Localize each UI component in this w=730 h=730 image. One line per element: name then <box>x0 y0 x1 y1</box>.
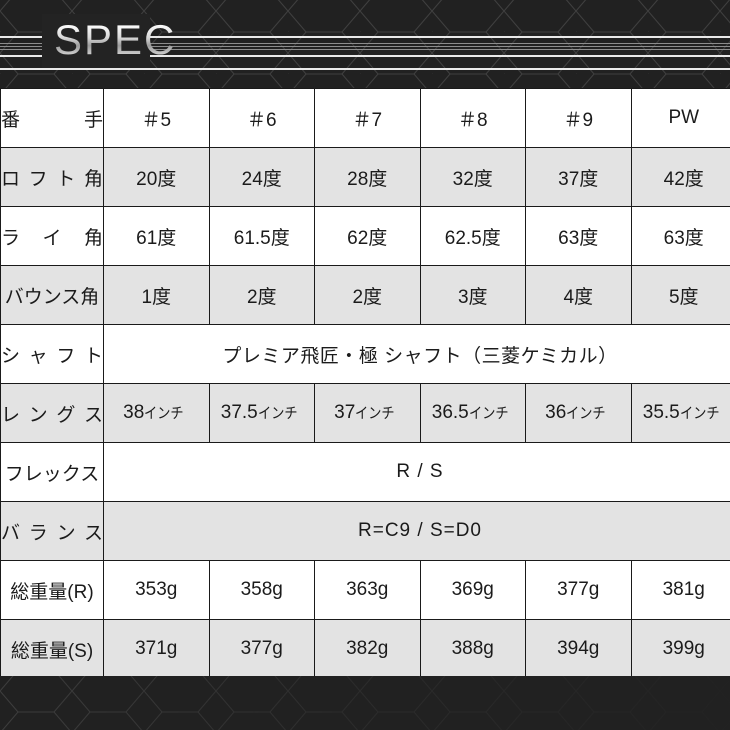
cell-bounce-8: 3度 <box>419 265 526 325</box>
title-rule-6 <box>0 68 730 70</box>
column-header-club-7: ＃7 <box>314 88 421 148</box>
column-header-club-pw: PW <box>630 88 730 148</box>
table-row: シャフト プレミア飛匠・極 シャフト（三菱ケミカル） <box>0 324 730 384</box>
spec-table: 番 手 ＃5 ＃6 ＃7 ＃8 ＃9 PW ロフト角 20度 24度 28度 3… <box>0 88 730 679</box>
cell-length-9: 36インチ <box>525 383 632 443</box>
length-unit: インチ <box>144 405 184 422</box>
length-unit: インチ <box>566 405 606 422</box>
table-row: レングス 38インチ 37.5インチ 37インチ 36.5インチ 36インチ 3… <box>0 383 730 443</box>
cell-loft-pw: 42度 <box>630 147 730 207</box>
spec-title-group: SPEC <box>0 0 730 88</box>
cell-weight-r-9: 377g <box>525 560 632 620</box>
cell-bounce-7: 2度 <box>314 265 421 325</box>
column-header-club-8: ＃8 <box>419 88 526 148</box>
cell-lie-pw: 63度 <box>630 206 730 266</box>
cell-loft-5: 20度 <box>103 147 210 207</box>
cell-length-pw: 35.5インチ <box>630 383 730 443</box>
table-row: ライ角 61度 61.5度 62度 62.5度 63度 63度 <box>0 206 730 266</box>
length-number: 36 <box>545 402 567 423</box>
cell-weight-r-5: 353g <box>103 560 210 620</box>
cell-weight-s-9: 394g <box>525 619 632 679</box>
table-row: バランス R=C9 / S=D0 <box>0 501 730 561</box>
table-header-row: 番 手 ＃5 ＃6 ＃7 ＃8 ＃9 PW <box>0 88 730 148</box>
cell-weight-s-pw: 399g <box>630 619 730 679</box>
row-label-flex: フレックス <box>0 442 104 502</box>
title-rule-5 <box>0 55 730 57</box>
cell-lie-5: 61度 <box>103 206 210 266</box>
cell-bounce-pw: 5度 <box>630 265 730 325</box>
row-label-length: レングス <box>0 383 104 443</box>
title-rule-2 <box>0 43 730 44</box>
cell-shaft-value: プレミア飛匠・極 シャフト（三菱ケミカル） <box>103 324 730 384</box>
length-number: 35.5 <box>642 402 680 423</box>
cell-balance-value: R=C9 / S=D0 <box>103 501 730 561</box>
honeycomb-pattern-bottom <box>0 676 730 730</box>
cell-length-5: 38インチ <box>103 383 210 443</box>
cell-length-8: 36.5インチ <box>419 383 526 443</box>
cell-weight-s-7: 382g <box>314 619 421 679</box>
table-row: ロフト角 20度 24度 28度 32度 37度 42度 <box>0 147 730 207</box>
column-header-club: 番 手 <box>0 88 104 148</box>
footer-band <box>0 676 730 730</box>
cell-weight-r-pw: 381g <box>630 560 730 620</box>
cell-weight-s-6: 377g <box>208 619 315 679</box>
cell-weight-r-7: 363g <box>314 560 421 620</box>
title-rule-3 <box>0 46 730 47</box>
cell-lie-9: 63度 <box>525 206 632 266</box>
cell-lie-6: 61.5度 <box>208 206 315 266</box>
header-band: SPEC <box>0 0 730 88</box>
cell-bounce-6: 2度 <box>208 265 315 325</box>
cell-length-6: 37.5インチ <box>208 383 315 443</box>
cell-lie-8: 62.5度 <box>419 206 526 266</box>
length-number: 38 <box>123 402 145 423</box>
cell-lie-7: 62度 <box>314 206 421 266</box>
cell-bounce-5: 1度 <box>103 265 210 325</box>
page-title: SPEC <box>46 17 184 63</box>
length-unit: インチ <box>257 405 298 422</box>
title-rule-4 <box>0 49 730 50</box>
length-number: 36.5 <box>431 402 469 423</box>
cell-loft-8: 32度 <box>419 147 526 207</box>
cell-loft-9: 37度 <box>525 147 632 207</box>
length-unit: インチ <box>679 405 720 422</box>
cell-weight-s-5: 371g <box>103 619 210 679</box>
cell-bounce-9: 4度 <box>525 265 632 325</box>
column-header-club-9: ＃9 <box>525 88 632 148</box>
table-row: 総重量(R) 353g 358g 363g 369g 377g 381g <box>0 560 730 620</box>
column-header-club-5: ＃5 <box>103 88 210 148</box>
spec-table-body: 番 手 ＃5 ＃6 ＃7 ＃8 ＃9 PW ロフト角 20度 24度 28度 3… <box>0 88 730 679</box>
cell-weight-r-8: 369g <box>419 560 526 620</box>
row-label-bounce: バウンス角 <box>0 265 104 325</box>
cell-weight-s-8: 388g <box>419 619 526 679</box>
cell-loft-7: 28度 <box>314 147 421 207</box>
cell-loft-6: 24度 <box>208 147 315 207</box>
length-unit: インチ <box>355 405 395 422</box>
cell-weight-r-6: 358g <box>208 560 315 620</box>
cell-flex-value: R / S <box>103 442 730 502</box>
length-number: 37 <box>334 402 356 423</box>
row-label-shaft: シャフト <box>0 324 104 384</box>
row-label-lie: ライ角 <box>0 206 104 266</box>
table-row: バウンス角 1度 2度 2度 3度 4度 5度 <box>0 265 730 325</box>
row-label-loft: ロフト角 <box>0 147 104 207</box>
length-number: 37.5 <box>220 402 258 423</box>
column-header-club-6: ＃6 <box>208 88 315 148</box>
table-row: フレックス R / S <box>0 442 730 502</box>
title-rule-1 <box>0 36 730 38</box>
row-label-total-weight-r: 総重量(R) <box>0 560 104 620</box>
row-label-balance: バランス <box>0 501 104 561</box>
row-label-total-weight-s: 総重量(S) <box>0 619 104 679</box>
length-unit: インチ <box>468 405 509 422</box>
cell-length-7: 37インチ <box>314 383 421 443</box>
table-row: 総重量(S) 371g 377g 382g 388g 394g 399g <box>0 619 730 679</box>
